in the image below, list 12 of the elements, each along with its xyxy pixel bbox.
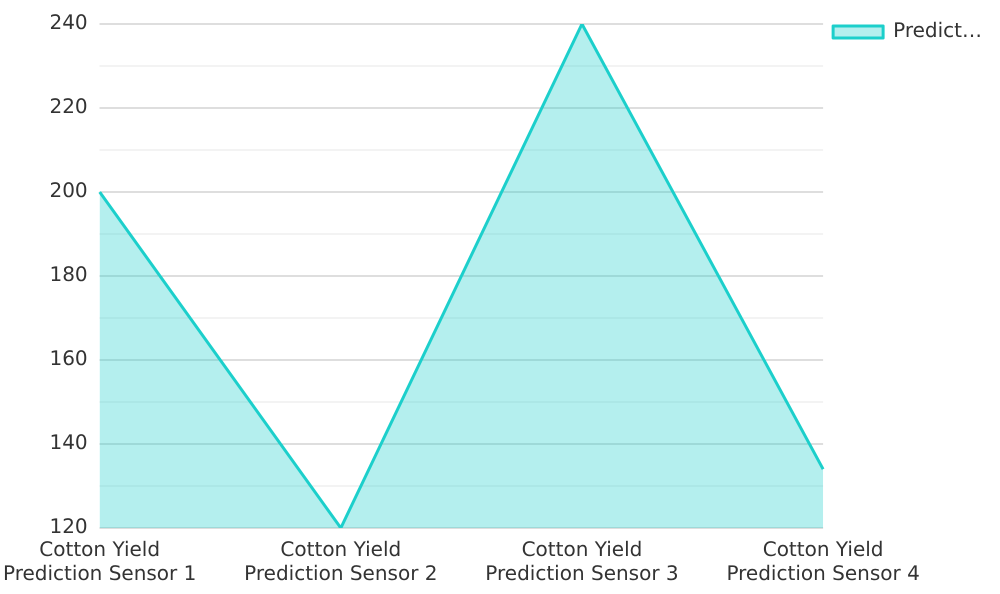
- y-tick-label: 120: [49, 514, 88, 538]
- x-tick-label: Cotton Yield Prediction Sensor 3: [485, 537, 679, 586]
- y-tick-label: 220: [49, 94, 88, 118]
- y-tick-label: 160: [49, 346, 88, 370]
- y-tick-label: 240: [49, 10, 88, 34]
- x-tick-label: Cotton Yield Prediction Sensor 2: [244, 537, 438, 586]
- y-tick-label: 140: [49, 430, 88, 454]
- legend-label: Predict…: [893, 18, 982, 42]
- y-tick-label: 200: [49, 178, 88, 202]
- y-tick-label: 180: [49, 262, 88, 286]
- x-tick-label: Cotton Yield Prediction Sensor 4: [726, 537, 920, 586]
- x-tick-label: Cotton Yield Prediction Sensor 1: [2, 537, 196, 586]
